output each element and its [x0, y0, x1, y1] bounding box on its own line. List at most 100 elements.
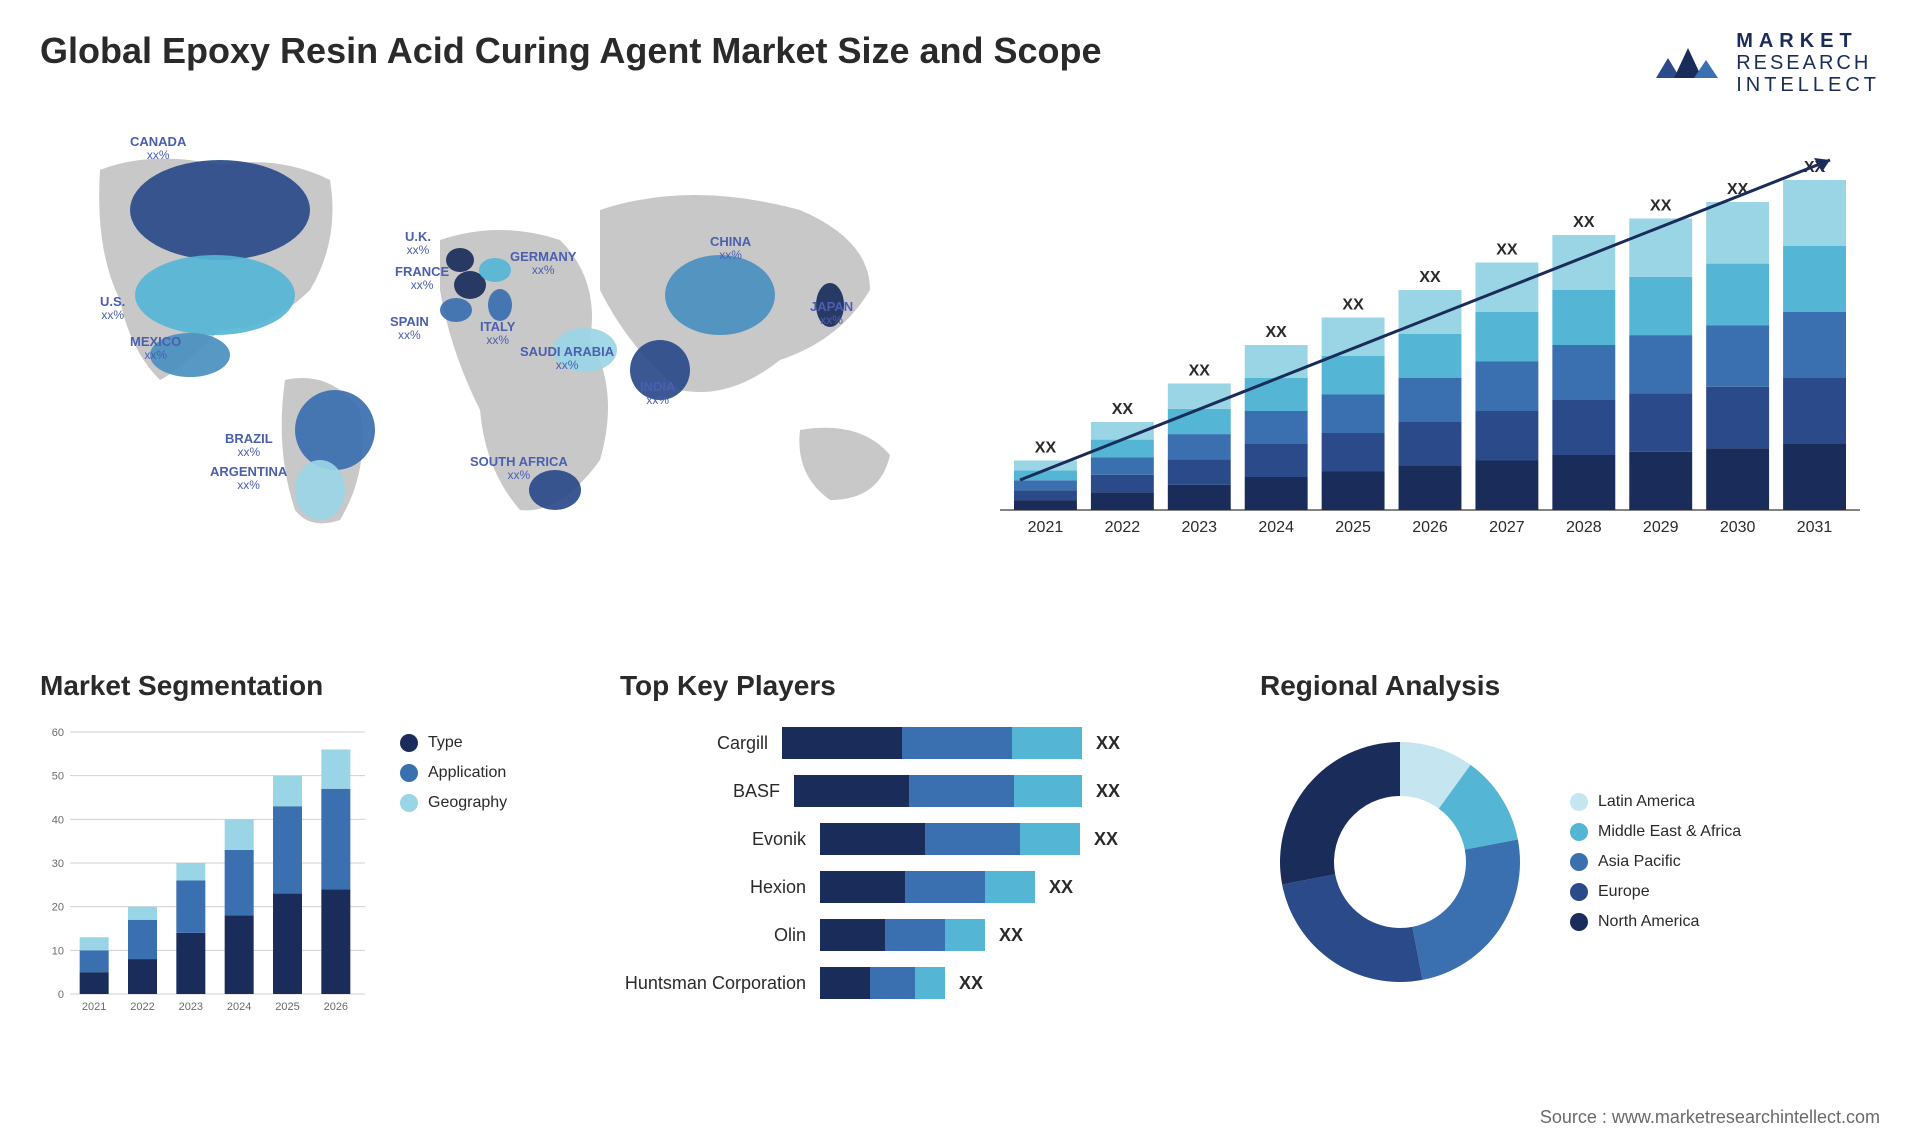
player-bar: [820, 823, 1080, 855]
svg-text:50: 50: [52, 771, 64, 783]
player-value: XX: [1096, 781, 1120, 802]
country-label: FRANCExx%: [395, 265, 449, 292]
players-panel: Top Key Players CargillXXBASFXXEvonikXXH…: [620, 670, 1220, 1022]
svg-text:2025: 2025: [1335, 519, 1371, 536]
world-map: CANADAxx% U.S.xx%MEXICOxx% BRAZILxx% ARGENT…: [40, 120, 940, 530]
logo-line3: INTELLECT: [1736, 74, 1880, 96]
country-label: U.K.xx%: [405, 230, 431, 257]
logo-line2: RESEARCH: [1736, 52, 1880, 74]
legend-item: North America: [1570, 913, 1741, 931]
svg-text:40: 40: [52, 814, 64, 826]
bottom-row: Market Segmentation 0 10 20 30 40 50 60 2021 202…: [40, 670, 1880, 1022]
svg-text:XX: XX: [1266, 324, 1288, 341]
svg-text:10: 10: [52, 945, 64, 957]
player-row: Olin XX: [620, 914, 1120, 956]
svg-text:2026: 2026: [1412, 519, 1448, 536]
player-label: BASF: [620, 781, 794, 802]
player-row: BASF XX: [620, 770, 1120, 812]
svg-text:XX: XX: [1650, 198, 1672, 215]
players-chart: CargillXXBASFXXEvonikXXHexionXXOlinXXHun…: [620, 722, 1120, 1004]
logo-line1: MARKET: [1736, 30, 1880, 52]
svg-text:20: 20: [52, 902, 64, 914]
country-label: SPAINxx%: [390, 315, 429, 342]
source-attribution: Source : www.marketresearchintellect.com: [1540, 1107, 1880, 1128]
player-bar: [782, 727, 1082, 759]
country-label: MEXICOxx%: [130, 335, 181, 362]
player-bar: [820, 871, 1035, 903]
legend-item: Application: [400, 764, 507, 782]
country-label: BRAZILxx%: [225, 432, 273, 459]
player-label: Evonik: [620, 829, 820, 850]
player-bar: [820, 919, 985, 951]
svg-text:2022: 2022: [1105, 519, 1141, 536]
country-label: U.S.xx%: [100, 295, 125, 322]
country-label: SAUDI ARABIAxx%: [520, 345, 614, 372]
segmentation-panel: Market Segmentation 0 10 20 30 40 50 60 2021 202…: [40, 670, 580, 1022]
legend-item: Geography: [400, 794, 507, 812]
svg-text:XX: XX: [1573, 214, 1595, 231]
player-row: Huntsman Corporation XX: [620, 962, 1120, 1004]
svg-text:30: 30: [52, 858, 64, 870]
country-label: CANADAxx%: [130, 135, 186, 162]
svg-text:2022: 2022: [130, 1001, 154, 1013]
svg-text:2021: 2021: [82, 1001, 106, 1013]
segmentation-legend: Type Application Geography: [400, 722, 507, 1022]
country-label: INDIAxx%: [640, 380, 675, 407]
regional-legend: Latin AmericaMiddle East & AfricaAsia Pa…: [1570, 781, 1741, 943]
regional-title: Regional Analysis: [1260, 670, 1880, 702]
country-label: ITALYxx%: [480, 320, 515, 347]
svg-text:2027: 2027: [1489, 519, 1525, 536]
svg-text:2028: 2028: [1566, 519, 1602, 536]
legend-item: Asia Pacific: [1570, 853, 1741, 871]
segmentation-chart: 0 10 20 30 40 50 60 2021 2022 2023 2024 2025 2026: [40, 722, 370, 1022]
player-bar: [820, 967, 945, 999]
country-label: CHINAxx%: [710, 235, 751, 262]
country-label: SOUTH AFRICAxx%: [470, 455, 568, 482]
player-bar: [794, 775, 1082, 807]
legend-item: Type: [400, 734, 507, 752]
player-row: Evonik XX: [620, 818, 1120, 860]
market-size-chart: XX 2021 XX 2022 XX 2023 XX 2024 XX 2025 XX 2026 XX 20…: [1000, 150, 1860, 550]
svg-text:2029: 2029: [1643, 519, 1679, 536]
svg-text:2023: 2023: [179, 1001, 203, 1013]
player-label: Hexion: [620, 877, 820, 898]
svg-text:XX: XX: [1419, 269, 1441, 286]
logo-mark-icon: [1654, 38, 1724, 88]
svg-text:0: 0: [58, 989, 64, 1001]
logo: MARKET RESEARCH INTELLECT: [1654, 30, 1880, 96]
svg-text:60: 60: [52, 727, 64, 739]
country-label: GERMANYxx%: [510, 250, 576, 277]
player-value: XX: [1094, 829, 1118, 850]
svg-text:2026: 2026: [324, 1001, 348, 1013]
svg-text:2024: 2024: [1258, 519, 1294, 536]
legend-item: Europe: [1570, 883, 1741, 901]
player-value: XX: [999, 925, 1023, 946]
svg-text:2025: 2025: [275, 1001, 299, 1013]
player-value: XX: [959, 973, 983, 994]
player-label: Olin: [620, 925, 820, 946]
legend-item: Middle East & Africa: [1570, 823, 1741, 841]
svg-text:2031: 2031: [1797, 519, 1833, 536]
players-title: Top Key Players: [620, 670, 1220, 702]
svg-text:2021: 2021: [1028, 519, 1064, 536]
svg-text:2023: 2023: [1181, 519, 1217, 536]
player-row: Cargill XX: [620, 722, 1120, 764]
player-label: Huntsman Corporation: [620, 973, 820, 994]
player-row: Hexion XX: [620, 866, 1120, 908]
svg-text:XX: XX: [1112, 401, 1134, 418]
svg-text:XX: XX: [1496, 242, 1518, 259]
regional-panel: Regional Analysis Latin AmericaMiddle Ea…: [1260, 670, 1880, 1022]
svg-text:2030: 2030: [1720, 519, 1756, 536]
player-label: Cargill: [620, 733, 782, 754]
svg-text:2024: 2024: [227, 1001, 251, 1013]
segmentation-title: Market Segmentation: [40, 670, 580, 702]
header: Global Epoxy Resin Acid Curing Agent Mar…: [40, 30, 1880, 96]
page-title: Global Epoxy Resin Acid Curing Agent Mar…: [40, 30, 1102, 72]
regional-donut-chart: [1260, 722, 1540, 1002]
country-label: ARGENTINAxx%: [210, 465, 287, 492]
svg-text:XX: XX: [1035, 440, 1057, 457]
svg-text:XX: XX: [1189, 363, 1211, 380]
player-value: XX: [1096, 733, 1120, 754]
player-value: XX: [1049, 877, 1073, 898]
svg-text:XX: XX: [1342, 297, 1364, 314]
